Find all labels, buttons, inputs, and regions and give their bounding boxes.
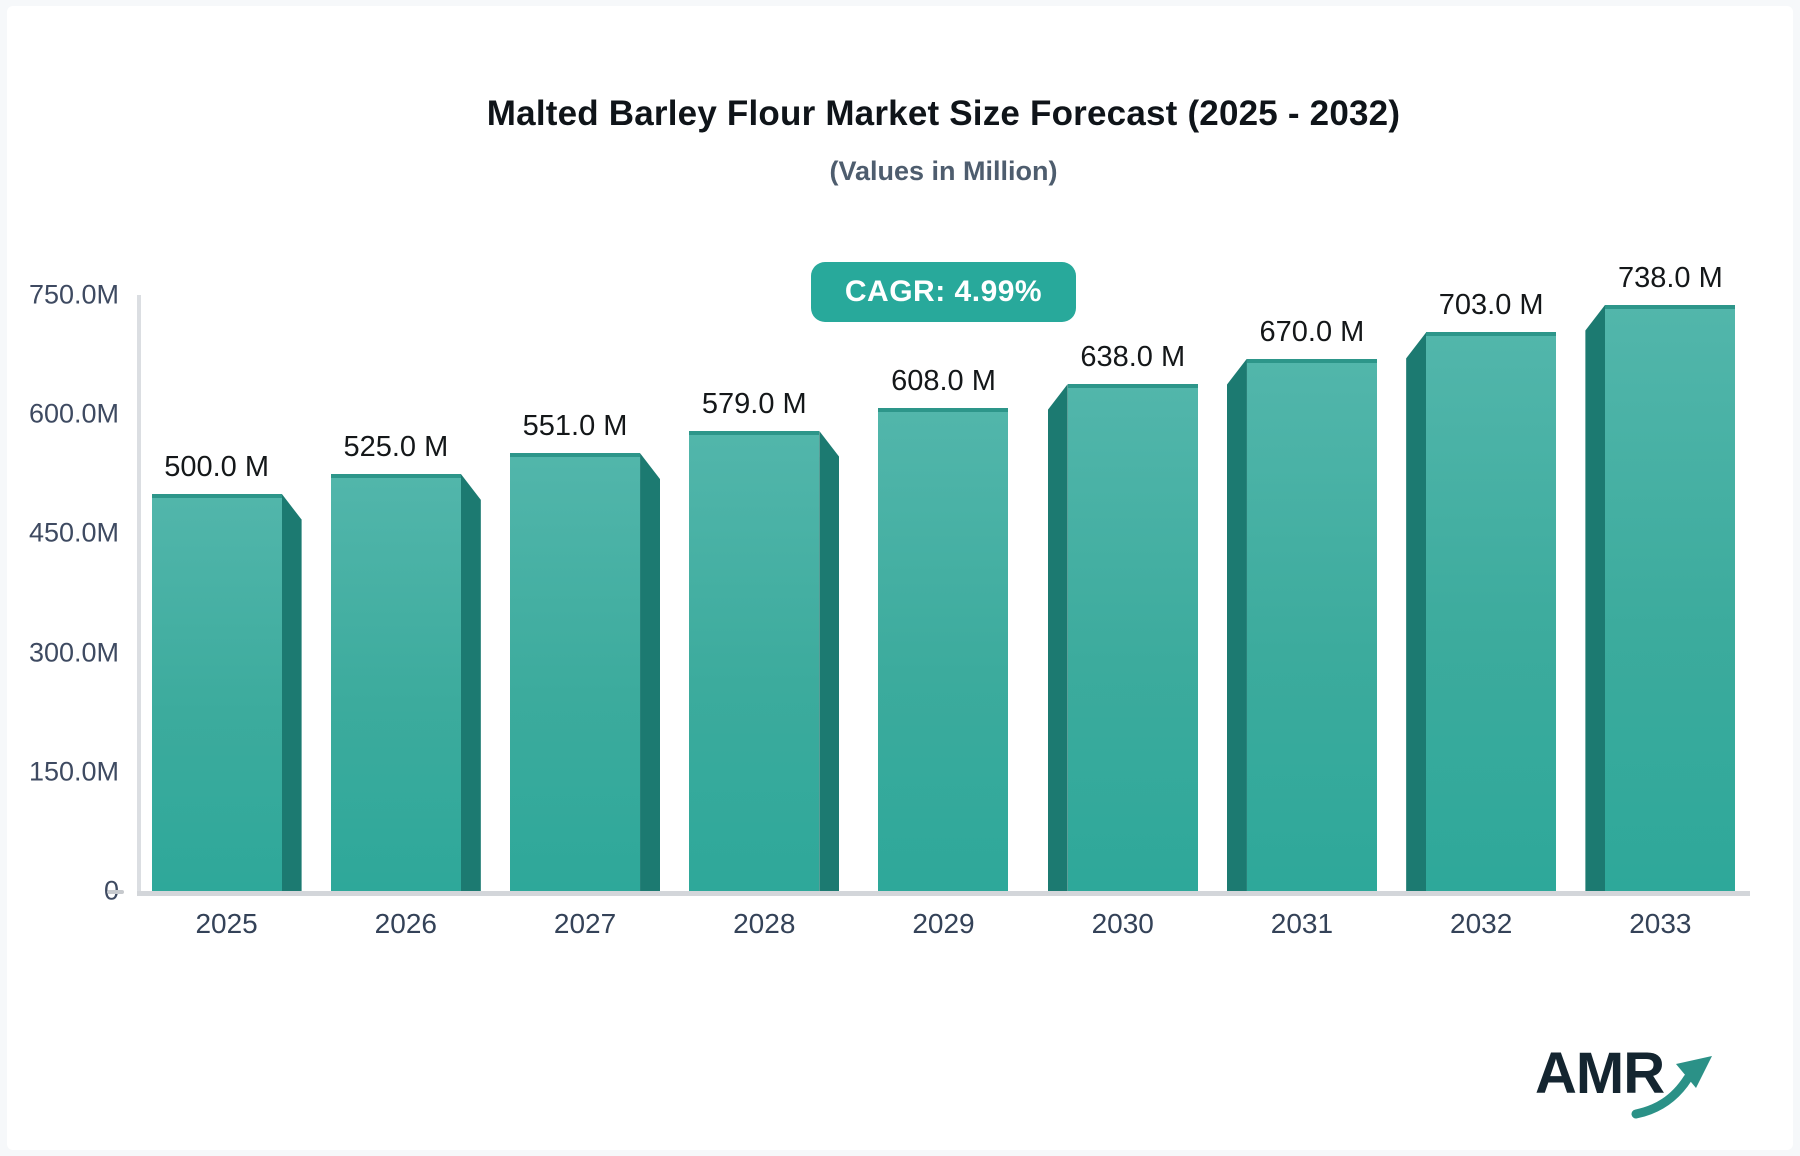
bar-top-edge (878, 407, 1009, 412)
x-tick-label: 2025 (195, 908, 258, 939)
bar-top-edge (689, 430, 820, 435)
plot-area: 500.0 M 525.0 M 551.0 M 579.0 M 608.0 M 638.0… (137, 262, 1750, 891)
bar-value-label: 670.0 M (1259, 315, 1365, 348)
y-tick-label: 150.0M (28, 756, 119, 787)
x-tick-label: 2027 (553, 908, 617, 939)
bar-group-2027: 551.0 M (495, 295, 674, 891)
amr-logo-text: AMR (1535, 1041, 1665, 1106)
bar-top-edge (151, 493, 282, 498)
x-tick-label: 2028 (733, 908, 796, 939)
bar-top-edge (330, 473, 461, 478)
y-tick-label: 750.0M (28, 279, 119, 310)
bar (330, 473, 461, 891)
cagr-badge: CAGR: 4.99% (810, 262, 1077, 322)
bar-value-label: 703.0 M (1438, 289, 1544, 322)
bar-3d-side (819, 430, 840, 891)
y-tick-label: 300.0M (28, 637, 119, 668)
x-tick-label: 2030 (1091, 908, 1154, 939)
bar-value-label: 579.0 M (701, 387, 807, 420)
bar (689, 430, 820, 891)
chart-subtitle: (Values in Million) (829, 156, 1058, 186)
bar (1067, 384, 1198, 891)
x-tick-label: 2029 (912, 908, 975, 939)
y-tick-label: 450.0M (28, 517, 119, 548)
bar-3d-side (1585, 304, 1606, 891)
bar-3d-side (1047, 384, 1068, 891)
bar-3d-side (640, 453, 661, 891)
x-tick-label: 2031 (1270, 908, 1334, 939)
bar-value-label: 551.0 M (522, 410, 628, 443)
bar-3d-side (281, 493, 302, 891)
zero-tick-mark (107, 890, 124, 894)
bar (878, 407, 1009, 891)
bar-3d-side (1406, 332, 1427, 891)
chart-title: Malted Barley Flour Market Size Forecast… (486, 94, 1401, 133)
bar-value-label: 608.0 M (891, 364, 996, 397)
bar-top-edge (1246, 358, 1377, 363)
bar-group-2032: 703.0 M (1392, 289, 1571, 891)
bar-group-2031: 670.0 M (1212, 295, 1391, 891)
x-axis: 2025 2026 2027 2028 2029 2030 2031 2032 2033 (137, 908, 1750, 948)
y-axis-line (137, 295, 141, 891)
bar-group-2028: 579.0 M (675, 295, 854, 891)
bar-group-2026: 525.0 M (316, 295, 495, 891)
bar-3d-side (1226, 358, 1247, 891)
bar-top-edge (1067, 384, 1198, 389)
bar (1605, 304, 1736, 891)
x-tick-label: 2033 (1629, 908, 1692, 939)
amr-logo: AMR (1535, 1034, 1725, 1124)
bar (1246, 358, 1377, 891)
bar-group-2029: 608.0 M (854, 295, 1033, 891)
y-tick-label: 600.0M (28, 398, 119, 429)
bar-value-label: 738.0 M (1617, 261, 1723, 294)
bar-value-label: 500.0 M (164, 450, 270, 483)
bar (1426, 332, 1557, 891)
x-axis-baseline (137, 891, 1750, 896)
bar-value-label: 525.0 M (343, 430, 449, 463)
bar-value-label: 638.0 M (1080, 341, 1186, 374)
bar (510, 453, 641, 891)
bar-group-2025: 500.0 M (137, 295, 316, 891)
bar-top-edge (510, 453, 641, 458)
cagr-badge-wrap: CAGR: 4.99% (137, 262, 1750, 322)
x-tick-label: 2026 (374, 908, 437, 939)
bar-top-edge (1605, 304, 1736, 309)
bar-group-2030: 638.0 M (1033, 295, 1212, 891)
bar (151, 493, 282, 891)
chart-card: Malted Barley Flour Market Size Forecast… (7, 6, 1793, 1150)
bar-group-2033: 738.0 M (1571, 262, 1750, 891)
bar-3d-side (460, 473, 481, 891)
bar-top-edge (1426, 332, 1557, 337)
growth-arrow-icon (1631, 1056, 1712, 1119)
x-tick-label: 2032 (1450, 908, 1513, 939)
